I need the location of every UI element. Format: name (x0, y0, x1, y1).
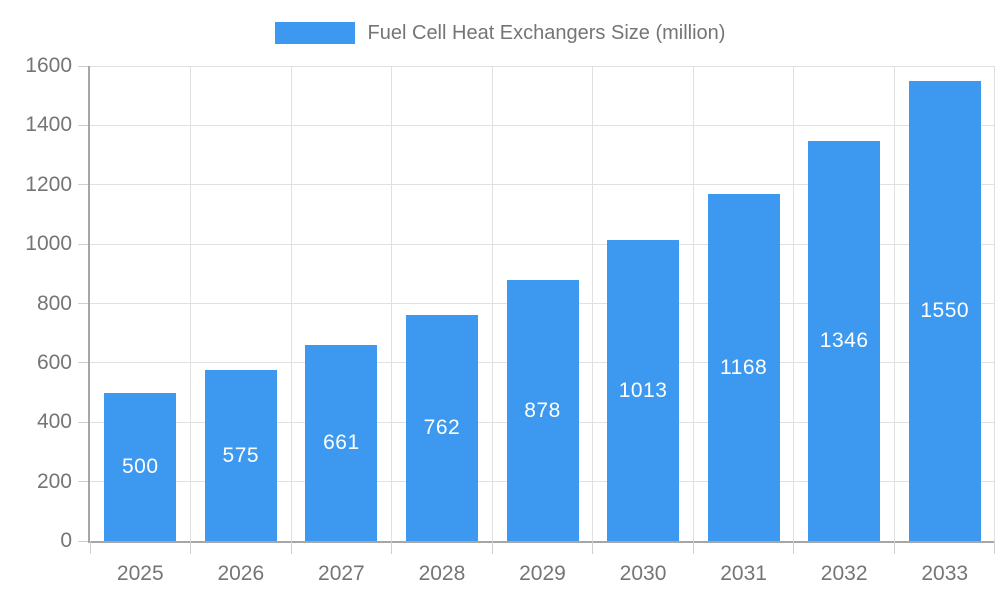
bar-2031[interactable]: 1168 (707, 194, 780, 541)
x-axis-tick-label: 2031 (720, 562, 767, 585)
bar-2032[interactable]: 1346 (808, 141, 881, 541)
y-axis-tick-label: 400 (36, 410, 72, 434)
x-axis-tick (190, 541, 192, 554)
bar-value-label: 661 (323, 430, 360, 454)
x-axis-tick-label: 2025 (116, 562, 164, 585)
x-axis-tick-label: 2033 (921, 562, 969, 585)
y-axis-tick (78, 124, 88, 126)
y-axis-tick-label: 800 (36, 291, 72, 315)
x-axis-tick (290, 541, 292, 554)
y-gridline (90, 65, 995, 67)
chart-legend[interactable]: Fuel Cell Heat Exchangers Size (million) (0, 18, 1000, 48)
y-gridline (90, 243, 995, 245)
x-gridline (893, 66, 895, 541)
y-axis-tick (78, 243, 88, 245)
bar-2033[interactable]: 1550 (908, 80, 981, 541)
x-gridline (290, 66, 292, 541)
y-axis-tick (78, 540, 88, 542)
legend-label: Fuel Cell Heat Exchangers Size (million) (367, 21, 726, 44)
x-axis-tick (491, 541, 493, 554)
y-axis-tick (78, 65, 88, 67)
y-axis-tick-label: 1400 (25, 113, 72, 137)
y-axis-tick (78, 421, 88, 423)
x-axis-tick-label: 2030 (619, 562, 667, 585)
x-axis-tick (793, 541, 795, 554)
y-gridline (90, 184, 995, 186)
bar-value-label: 500 (121, 454, 159, 478)
x-axis-tick (89, 541, 91, 554)
bar-value-label: 1346 (819, 329, 869, 353)
x-axis-tick-label: 2027 (318, 562, 365, 585)
x-gridline (993, 66, 995, 541)
y-axis-tick-label: 1600 (25, 54, 72, 77)
y-axis-tick-label: 1000 (25, 232, 72, 256)
y-axis-tick-label: 600 (36, 350, 72, 374)
y-axis-tick (78, 362, 88, 364)
y-axis-tick-label: 1200 (25, 172, 72, 196)
x-axis-tick (391, 541, 393, 554)
x-axis-tick-label: 2032 (820, 562, 868, 585)
x-axis-tick-label: 2028 (418, 562, 466, 585)
y-axis-tick (78, 303, 88, 304)
bar-2027[interactable]: 661 (305, 344, 378, 541)
x-axis-tick-label: 2026 (217, 562, 265, 585)
y-axis-tick-label: 0 (60, 529, 72, 552)
bar-2029[interactable]: 878 (506, 280, 579, 541)
plot-area: 0 200 400 600 800 1000 1200 1400 1600 500 2025 575 2… (25, 54, 995, 585)
bar-2025[interactable]: 500 (104, 392, 177, 541)
bar-2026[interactable]: 575 (204, 370, 277, 541)
bar-2028[interactable]: 762 (405, 314, 478, 541)
x-axis-tick (692, 541, 694, 554)
bar-value-label: 762 (423, 415, 461, 439)
bar-value-label: 1168 (720, 355, 768, 379)
bar-value-label: 1013 (618, 378, 668, 402)
x-gridline (793, 66, 795, 541)
x-gridline (592, 66, 594, 541)
bar-value-label: 878 (524, 398, 561, 422)
x-axis-tick (592, 541, 594, 554)
y-gridline (90, 124, 995, 126)
x-gridline (190, 66, 192, 541)
x-gridline (692, 66, 694, 541)
x-axis-tick (993, 541, 995, 554)
y-axis-tick-label: 200 (36, 469, 72, 493)
x-gridline (491, 66, 493, 541)
y-axis-tick (78, 481, 88, 483)
x-gridline (391, 66, 393, 541)
bar-2030[interactable]: 1013 (607, 240, 680, 541)
x-axis-tick-label: 2029 (519, 562, 566, 585)
x-axis-tick (893, 541, 895, 554)
legend-swatch-icon (274, 22, 355, 44)
y-axis-tick (78, 184, 88, 186)
bar-value-label: 1550 (920, 298, 970, 322)
bar-value-label: 575 (222, 443, 260, 467)
